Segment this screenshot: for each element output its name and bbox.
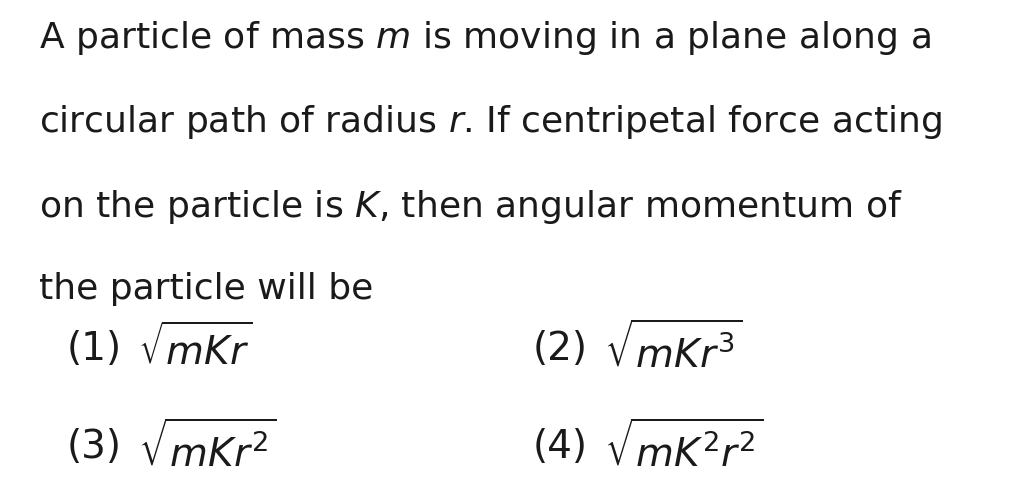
Text: the particle will be: the particle will be	[39, 271, 373, 305]
Text: (1): (1)	[67, 329, 122, 367]
Text: circular path of radius $r$. If centripetal force acting: circular path of radius $r$. If centripe…	[39, 103, 942, 141]
Text: A particle of mass $m$ is moving in a plane along a: A particle of mass $m$ is moving in a pl…	[39, 19, 931, 57]
Text: (3): (3)	[67, 427, 122, 466]
Text: $\sqrt{mK^2r^2}$: $\sqrt{mK^2r^2}$	[604, 420, 764, 473]
Text: (4): (4)	[532, 427, 588, 466]
Text: $\sqrt{mKr^2}$: $\sqrt{mKr^2}$	[138, 420, 276, 473]
Text: $\sqrt{mKr^3}$: $\sqrt{mKr^3}$	[604, 322, 742, 374]
Text: on the particle is $K$, then angular momentum of: on the particle is $K$, then angular mom…	[39, 187, 903, 225]
Text: (2): (2)	[532, 329, 588, 367]
Text: $\sqrt{mKr}$: $\sqrt{mKr}$	[138, 324, 253, 372]
